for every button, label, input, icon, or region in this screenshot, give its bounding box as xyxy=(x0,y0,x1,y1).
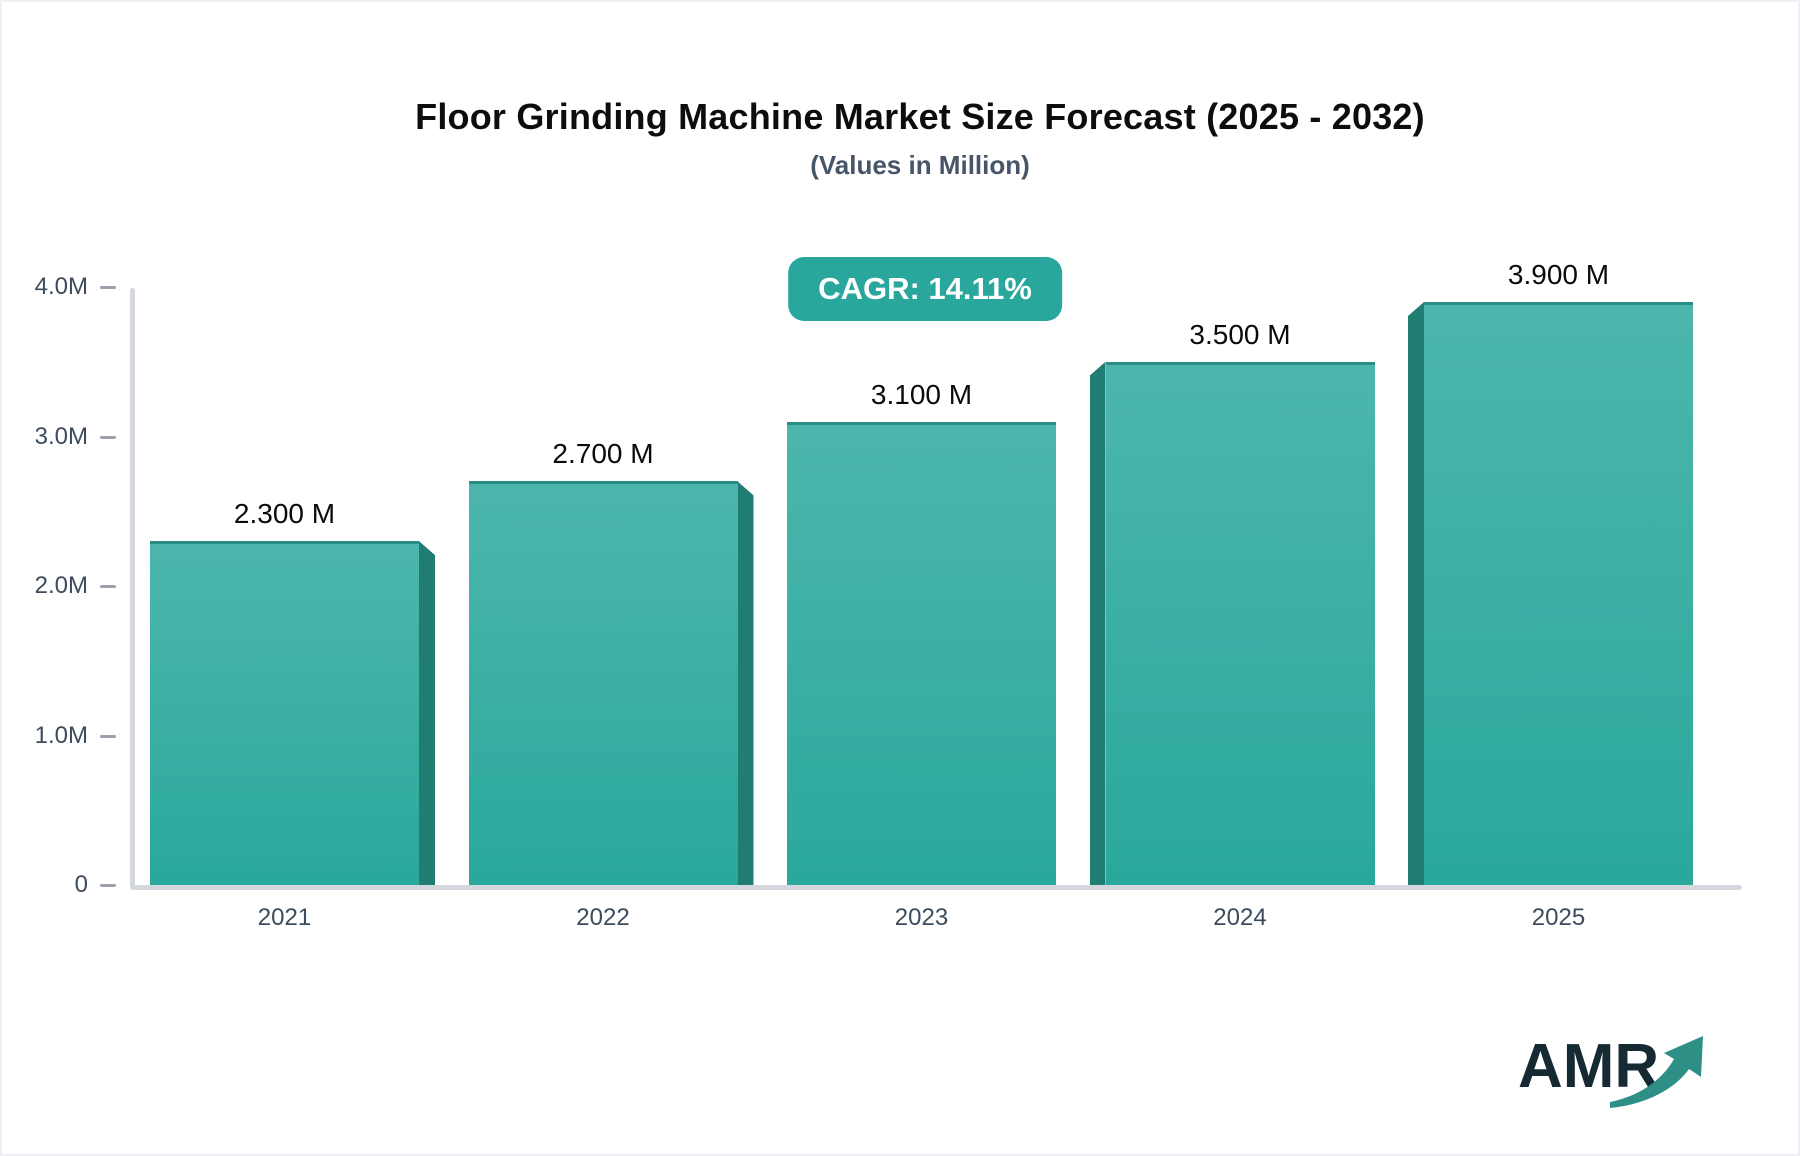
chart-title: Floor Grinding Machine Market Size Forec… xyxy=(415,96,1425,137)
y-axis-line xyxy=(130,288,135,890)
bar-value-label: 2.300 M xyxy=(233,498,336,530)
y-tick-label: 0 xyxy=(74,871,88,898)
y-tick-dash xyxy=(100,884,116,887)
bar-side xyxy=(1408,301,1424,885)
x-axis-label: 2024 xyxy=(1213,904,1267,931)
y-tick-label: 2.0M xyxy=(34,572,88,599)
x-axis-label: 2022 xyxy=(576,904,630,931)
x-axis-label: 2023 xyxy=(894,904,949,931)
x-axis-line xyxy=(130,885,1742,890)
bar-face-2023 xyxy=(787,421,1056,885)
bar-value-label: 3.500 M xyxy=(1189,318,1291,350)
bar-side xyxy=(1089,361,1106,885)
cagr-badge: CAGR: 14.11% xyxy=(788,257,1062,321)
bar-face-2022 xyxy=(468,481,738,885)
y-tick-label: 1.0M xyxy=(34,721,88,749)
bar-value-label: 3.100 M xyxy=(870,378,973,410)
y-tick-dash xyxy=(100,585,116,588)
bar-face-2021 xyxy=(150,541,419,885)
amr-logo-text: AMR xyxy=(1518,1032,1660,1101)
y-tick-dash xyxy=(100,286,116,289)
y-tick-dash xyxy=(100,435,116,439)
amr-logo: AMR xyxy=(1518,1030,1718,1126)
bar-side xyxy=(737,481,754,885)
y-tick-label: 3.0M xyxy=(34,422,88,450)
growth-arrow-icon xyxy=(1610,1036,1703,1108)
bar-face-2024 xyxy=(1105,361,1375,885)
y-tick-dash xyxy=(100,734,116,738)
y-tick-label: 4.0M xyxy=(34,273,88,300)
bar-value-label: 2.700 M xyxy=(552,438,654,470)
x-axis-label: 2025 xyxy=(1531,904,1586,931)
bar-side xyxy=(419,541,435,885)
chart-subtitle: (Values in Million) xyxy=(810,150,1030,180)
bar-value-label: 3.900 M xyxy=(1507,258,1610,290)
bar-face-2025 xyxy=(1424,301,1693,885)
x-axis-label: 2021 xyxy=(257,904,312,931)
